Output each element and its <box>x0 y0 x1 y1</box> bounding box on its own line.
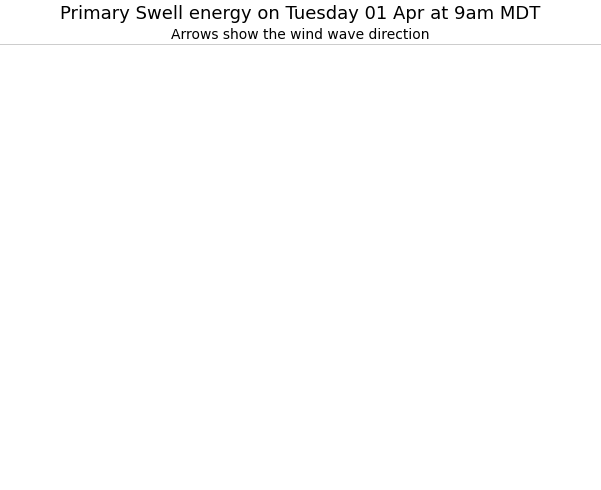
Text: Map requires cartopy: Map requires cartopy <box>197 258 404 277</box>
Text: Arrows show the wind wave direction: Arrows show the wind wave direction <box>171 28 430 42</box>
Text: Primary Swell energy on Tuesday 01 Apr at 9am MDT: Primary Swell energy on Tuesday 01 Apr a… <box>60 4 541 23</box>
